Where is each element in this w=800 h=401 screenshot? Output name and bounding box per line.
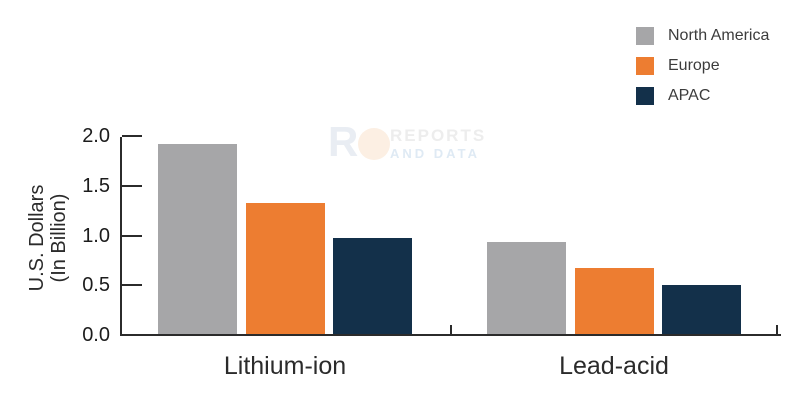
y-tick-label-1.5: 1.5 bbox=[82, 174, 110, 197]
legend-swatch-icon bbox=[636, 87, 654, 105]
plot-area: R REPORTS AND DATA bbox=[120, 121, 781, 336]
x-category-label-lead-acid: Lead-acid bbox=[559, 352, 669, 380]
watermark-logo-circle-icon bbox=[358, 128, 390, 160]
legend-swatch-icon bbox=[636, 57, 654, 75]
legend-label: Europe bbox=[668, 57, 720, 74]
bar-lithium-ion-north-america bbox=[158, 144, 237, 335]
legend-label: APAC bbox=[668, 87, 711, 104]
y-tick-1.5 bbox=[122, 184, 142, 187]
x-axis-tick-right bbox=[776, 325, 778, 334]
watermark: R REPORTS AND DATA bbox=[328, 121, 498, 166]
y-tick-label-1.0: 1.0 bbox=[82, 224, 110, 247]
y-tick-label-0.0: 0.0 bbox=[82, 324, 110, 346]
legend-swatch-icon bbox=[636, 27, 654, 45]
bar-lithium-ion-europe bbox=[245, 203, 325, 335]
y-tick-0.5 bbox=[122, 284, 142, 287]
bar-lithium-ion-apac bbox=[333, 238, 412, 335]
watermark-text: REPORTS AND DATA bbox=[390, 127, 486, 161]
y-tick-label-0.5: 0.5 bbox=[82, 274, 110, 297]
y-axis-spine bbox=[120, 137, 122, 336]
bar-lead-acid-north-america bbox=[487, 242, 566, 335]
y-axis-title-line1: U.S. Dollars bbox=[26, 184, 48, 292]
watermark-text-line2: AND DATA bbox=[390, 146, 480, 161]
bar-lead-acid-europe bbox=[574, 268, 654, 335]
legend-label: North America bbox=[668, 27, 770, 44]
bar-lead-acid-apac bbox=[662, 285, 741, 335]
x-axis-line bbox=[120, 334, 781, 336]
x-category-label-lithium-ion: Lithium-ion bbox=[223, 352, 347, 380]
watermark-text-line1: REPORTS bbox=[390, 126, 487, 145]
watermark-logo-r-icon: R bbox=[328, 118, 359, 165]
y-tick-0.0 bbox=[122, 334, 142, 336]
legend-item-apac: APAC bbox=[636, 87, 769, 105]
y-tick-1.0 bbox=[122, 234, 142, 237]
legend-item-europe: Europe bbox=[636, 57, 769, 75]
y-tick-2.0 bbox=[122, 135, 142, 137]
legend: North America Europe APAC bbox=[636, 27, 769, 117]
x-axis-tick-mid bbox=[450, 325, 452, 334]
y-tick-label-2.0: 2.0 bbox=[82, 125, 110, 147]
legend-item-north-america: North America bbox=[636, 27, 769, 45]
